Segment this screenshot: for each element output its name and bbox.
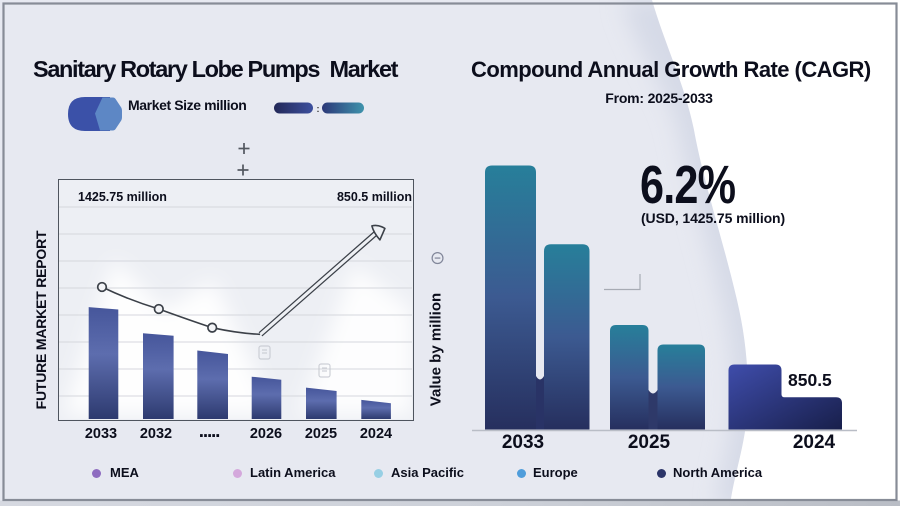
svg-text::: :	[317, 104, 320, 114]
